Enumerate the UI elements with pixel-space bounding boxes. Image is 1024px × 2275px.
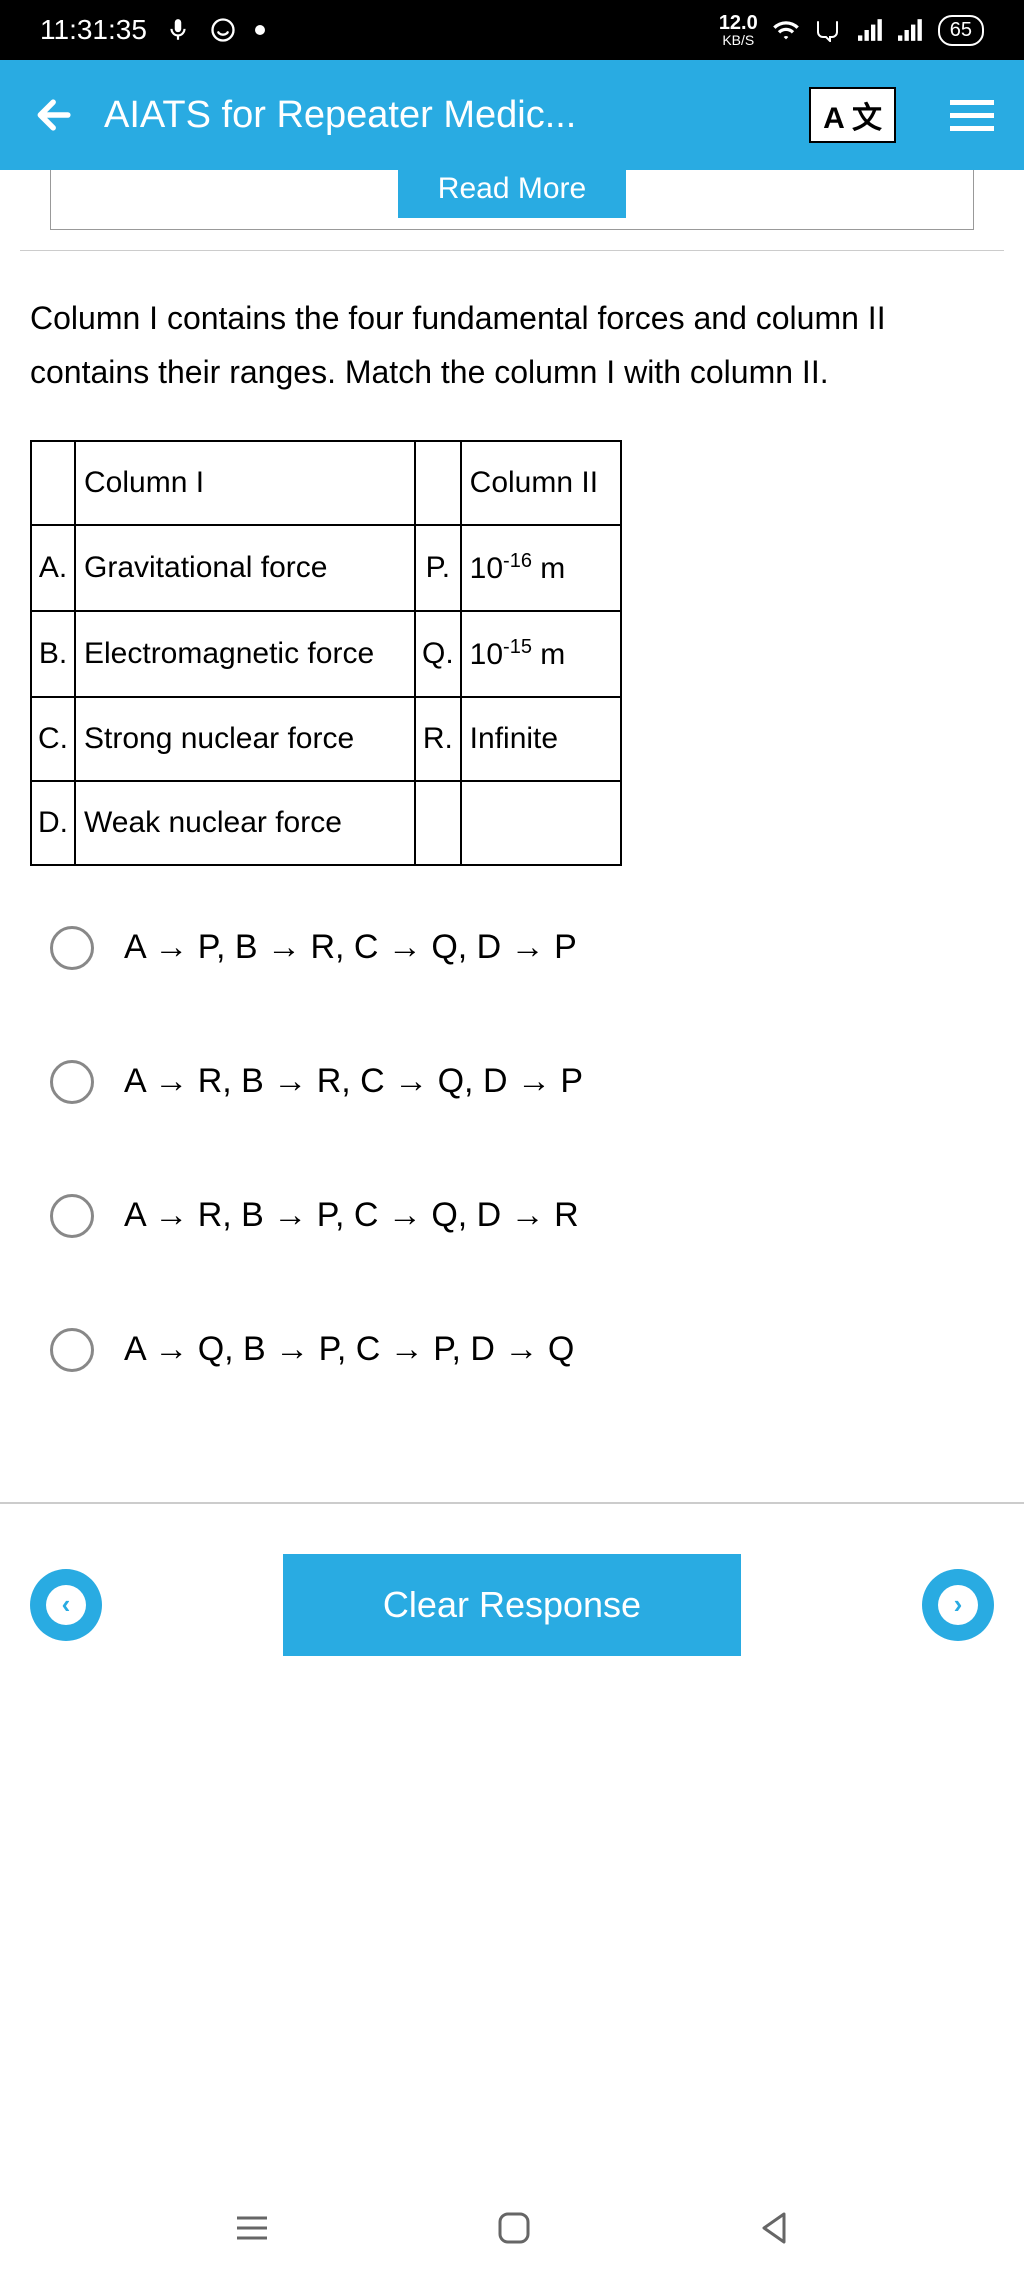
option-label: A → Q, B → P, C → P, D → Q <box>124 1330 574 1369</box>
table-header-row: Column I Column II <box>31 441 621 525</box>
read-more-button[interactable]: Read More <box>398 164 626 218</box>
next-button[interactable]: › <box>922 1569 994 1641</box>
status-time: 11:31:35 <box>40 14 147 46</box>
option-label: A → P, B → R, C → Q, D → P <box>124 928 577 967</box>
data-rate: 12.0 KB/S <box>719 13 758 47</box>
status-bar: 11:31:35 12.0 KB/S 65 <box>0 0 1024 60</box>
wifi-icon <box>772 16 800 44</box>
option-a[interactable]: A → P, B → R, C → Q, D → P <box>50 926 974 970</box>
radio-icon[interactable] <box>50 1194 94 1238</box>
question-text: Column I contains the four fundamental f… <box>30 291 994 400</box>
option-c[interactable]: A → R, B → P, C → Q, D → R <box>50 1194 974 1238</box>
volte-icon <box>814 18 844 42</box>
question-content: Column I contains the four fundamental f… <box>0 251 1024 1502</box>
menu-button[interactable] <box>950 100 994 131</box>
prev-button[interactable]: ‹ <box>30 1569 102 1641</box>
column-header: Column II <box>461 441 621 525</box>
option-d[interactable]: A → Q, B → P, C → P, D → Q <box>50 1328 974 1372</box>
whatsapp-icon <box>209 16 237 44</box>
battery-level: 65 <box>938 15 984 46</box>
back-nav-button[interactable] <box>756 2210 792 2251</box>
match-table: Column I Column II A. Gravitational forc… <box>30 440 622 866</box>
back-button[interactable] <box>30 90 80 140</box>
recent-apps-button[interactable] <box>232 2213 272 2248</box>
option-label: A → R, B → R, C → Q, D → P <box>124 1062 583 1101</box>
home-button[interactable] <box>496 2210 532 2251</box>
divider <box>0 1502 1024 1504</box>
table-row: D. Weak nuclear force <box>31 781 621 865</box>
translate-button[interactable]: A 文 <box>809 87 896 143</box>
notification-dot-icon <box>255 25 265 35</box>
chevron-left-icon: ‹ <box>46 1585 86 1625</box>
table-row: C. Strong nuclear force R. Infinite <box>31 697 621 781</box>
clear-response-button[interactable]: Clear Response <box>283 1554 741 1656</box>
radio-icon[interactable] <box>50 1060 94 1104</box>
radio-icon[interactable] <box>50 926 94 970</box>
system-nav-bar <box>0 2185 1024 2275</box>
signal-icon-2 <box>898 19 924 41</box>
chevron-right-icon: › <box>938 1585 978 1625</box>
signal-icon-1 <box>858 19 884 41</box>
app-header: AIATS for Repeater Medic... A 文 <box>0 60 1024 170</box>
option-b[interactable]: A → R, B → R, C → Q, D → P <box>50 1060 974 1104</box>
table-row: B. Electromagnetic force Q. 10-15 m <box>31 611 621 697</box>
column-header: Column I <box>75 441 415 525</box>
radio-icon[interactable] <box>50 1328 94 1372</box>
option-label: A → R, B → P, C → Q, D → R <box>124 1196 579 1235</box>
answer-options: A → P, B → R, C → Q, D → P A → R, B → R,… <box>30 926 994 1372</box>
bottom-nav: ‹ Clear Response › <box>0 1554 1024 1656</box>
mic-icon <box>165 17 191 43</box>
read-more-section: Read More <box>20 170 1004 251</box>
table-row: A. Gravitational force P. 10-16 m <box>31 525 621 611</box>
page-title: AIATS for Repeater Medic... <box>104 94 785 137</box>
